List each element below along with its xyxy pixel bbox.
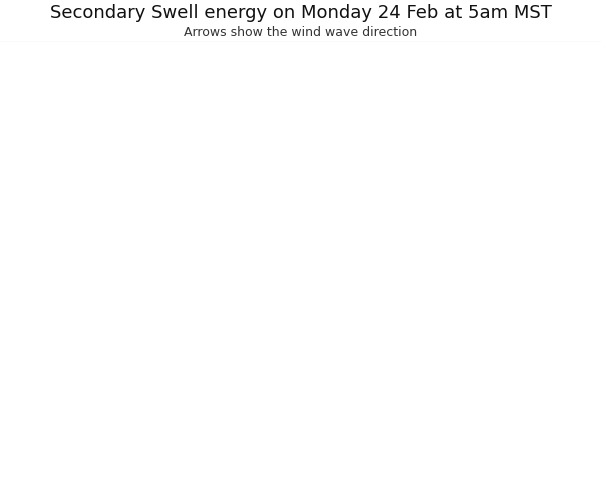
- Text: Map requires cartopy: Map requires cartopy: [227, 258, 374, 272]
- Text: Secondary Swell energy on Monday 24 Feb at 5am MST: Secondary Swell energy on Monday 24 Feb …: [49, 3, 552, 21]
- Text: Arrows show the wind wave direction: Arrows show the wind wave direction: [184, 26, 417, 39]
